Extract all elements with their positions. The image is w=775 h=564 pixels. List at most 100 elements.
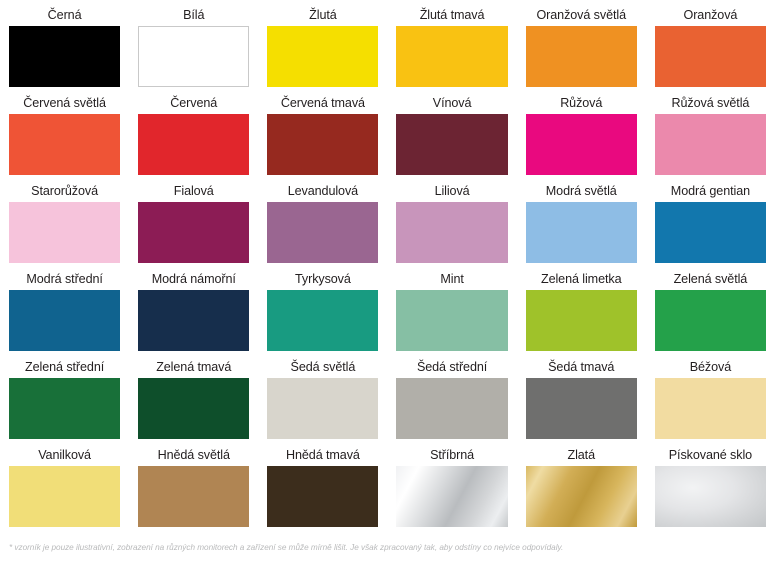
swatch-label: Zelená světlá <box>673 271 748 286</box>
swatch-label: Růžová světlá <box>671 95 750 110</box>
swatch-color-chip[interactable] <box>138 114 250 175</box>
swatch-color-chip[interactable] <box>267 466 379 527</box>
swatch-color-chip[interactable] <box>654 202 766 263</box>
swatch-cell[interactable]: Černá <box>9 4 121 92</box>
swatch-cell[interactable]: Šedá tmavá <box>525 356 637 444</box>
swatch-color-chip[interactable] <box>525 202 637 263</box>
swatch-color-chip[interactable] <box>525 466 637 527</box>
swatch-color-chip[interactable] <box>9 290 121 351</box>
swatch-cell[interactable]: Vínová <box>396 92 508 180</box>
swatch-cell[interactable]: Modrá střední <box>9 268 121 356</box>
swatch-color-chip[interactable] <box>654 290 766 351</box>
swatch-cell[interactable]: Růžová <box>525 92 637 180</box>
swatch-cell[interactable]: Pískované sklo <box>654 444 766 532</box>
swatch-label: Zelená limetka <box>540 271 622 286</box>
swatch-color-chip[interactable] <box>9 466 121 527</box>
swatch-label: Vínová <box>432 95 472 110</box>
color-swatch-sheet: Černá Bílá Žlutá Žlutá tmavá Oranžová světlá… <box>9 4 766 532</box>
swatch-label: Hnědá světlá <box>157 447 230 462</box>
swatch-cell[interactable]: Žlutá <box>267 4 379 92</box>
swatch-color-chip[interactable] <box>396 466 508 527</box>
swatch-label: Mint <box>440 271 464 286</box>
swatch-cell[interactable]: Modrá námořní <box>138 268 250 356</box>
swatch-label: Oranžová světlá <box>536 7 626 22</box>
swatch-cell[interactable]: Modrá gentian <box>654 180 766 268</box>
swatch-color-chip[interactable] <box>396 378 508 439</box>
swatch-cell[interactable]: Vanilková <box>9 444 121 532</box>
swatch-label: Vanilková <box>38 447 91 462</box>
swatch-label: Tyrkysová <box>295 271 351 286</box>
swatch-color-chip[interactable] <box>267 114 379 175</box>
swatch-color-chip[interactable] <box>396 290 508 351</box>
swatch-color-chip[interactable] <box>9 114 121 175</box>
swatch-color-chip[interactable] <box>396 26 508 87</box>
swatch-label: Liliová <box>434 183 470 198</box>
swatch-cell[interactable]: Šedá střední <box>396 356 508 444</box>
swatch-label: Fialová <box>173 183 214 198</box>
swatch-color-chip[interactable] <box>138 378 250 439</box>
swatch-cell[interactable]: Oranžová světlá <box>525 4 637 92</box>
swatch-color-chip[interactable] <box>525 26 637 87</box>
swatch-color-chip[interactable] <box>267 202 379 263</box>
swatch-cell[interactable]: Béžová <box>654 356 766 444</box>
swatch-cell[interactable]: Zelená limetka <box>525 268 637 356</box>
swatch-color-chip[interactable] <box>138 26 250 87</box>
swatch-cell[interactable]: Oranžová <box>654 4 766 92</box>
swatch-label: Červená tmavá <box>280 95 365 110</box>
swatch-color-chip[interactable] <box>525 378 637 439</box>
swatch-color-chip[interactable] <box>654 466 766 527</box>
swatch-cell[interactable]: Hnědá tmavá <box>267 444 379 532</box>
swatch-cell[interactable]: Levandulová <box>267 180 379 268</box>
swatch-color-chip[interactable] <box>654 114 766 175</box>
swatch-cell[interactable]: Hnědá světlá <box>138 444 250 532</box>
swatch-cell[interactable]: Mint <box>396 268 508 356</box>
swatch-label: Zlatá <box>567 447 595 462</box>
swatch-cell[interactable]: Zelená tmavá <box>138 356 250 444</box>
swatch-cell[interactable]: Červená <box>138 92 250 180</box>
swatch-label: Šedá tmavá <box>548 359 615 374</box>
swatch-color-chip[interactable] <box>654 26 766 87</box>
swatch-label: Modrá světlá <box>545 183 617 198</box>
swatch-cell[interactable]: Červená tmavá <box>267 92 379 180</box>
swatch-cell[interactable]: Modrá světlá <box>525 180 637 268</box>
swatch-color-chip[interactable] <box>525 114 637 175</box>
swatch-color-chip[interactable] <box>9 26 121 87</box>
swatch-cell[interactable]: Červená světlá <box>9 92 121 180</box>
swatch-cell[interactable]: Starorůžová <box>9 180 121 268</box>
swatch-grid: Černá Bílá Žlutá Žlutá tmavá Oranžová světlá… <box>9 4 766 532</box>
swatch-color-chip[interactable] <box>654 378 766 439</box>
swatch-label: Červená <box>170 95 218 110</box>
swatch-cell[interactable]: Zelená střední <box>9 356 121 444</box>
swatch-color-chip[interactable] <box>9 202 121 263</box>
swatch-color-chip[interactable] <box>267 26 379 87</box>
swatch-cell[interactable]: Žlutá tmavá <box>396 4 508 92</box>
swatch-color-chip[interactable] <box>396 202 508 263</box>
swatch-color-chip[interactable] <box>138 290 250 351</box>
swatch-color-chip[interactable] <box>267 290 379 351</box>
swatch-label: Hnědá tmavá <box>286 447 360 462</box>
swatch-cell[interactable]: Stříbrná <box>396 444 508 532</box>
swatch-label: Zelená tmavá <box>156 359 232 374</box>
swatch-cell[interactable]: Růžová světlá <box>654 92 766 180</box>
swatch-label: Bílá <box>183 7 205 22</box>
swatch-label: Béžová <box>689 359 732 374</box>
swatch-label: Oranžová <box>683 7 738 22</box>
swatch-cell[interactable]: Tyrkysová <box>267 268 379 356</box>
swatch-label: Modrá střední <box>26 271 103 286</box>
swatch-label: Šedá světlá <box>290 359 356 374</box>
swatch-label: Stříbrná <box>430 447 475 462</box>
swatch-color-chip[interactable] <box>525 290 637 351</box>
swatch-cell[interactable]: Fialová <box>138 180 250 268</box>
swatch-color-chip[interactable] <box>396 114 508 175</box>
swatch-color-chip[interactable] <box>9 378 121 439</box>
swatch-cell[interactable]: Šedá světlá <box>267 356 379 444</box>
swatch-cell[interactable]: Zelená světlá <box>654 268 766 356</box>
swatch-color-chip[interactable] <box>138 202 250 263</box>
swatch-color-chip[interactable] <box>267 378 379 439</box>
swatch-cell[interactable]: Liliová <box>396 180 508 268</box>
swatch-cell[interactable]: Bílá <box>138 4 250 92</box>
swatch-label: Žlutá <box>309 7 337 22</box>
swatch-cell[interactable]: Zlatá <box>525 444 637 532</box>
swatch-color-chip[interactable] <box>138 466 250 527</box>
footnote-disclaimer: * vzorník je pouze ilustrativní, zobraze… <box>9 543 564 552</box>
